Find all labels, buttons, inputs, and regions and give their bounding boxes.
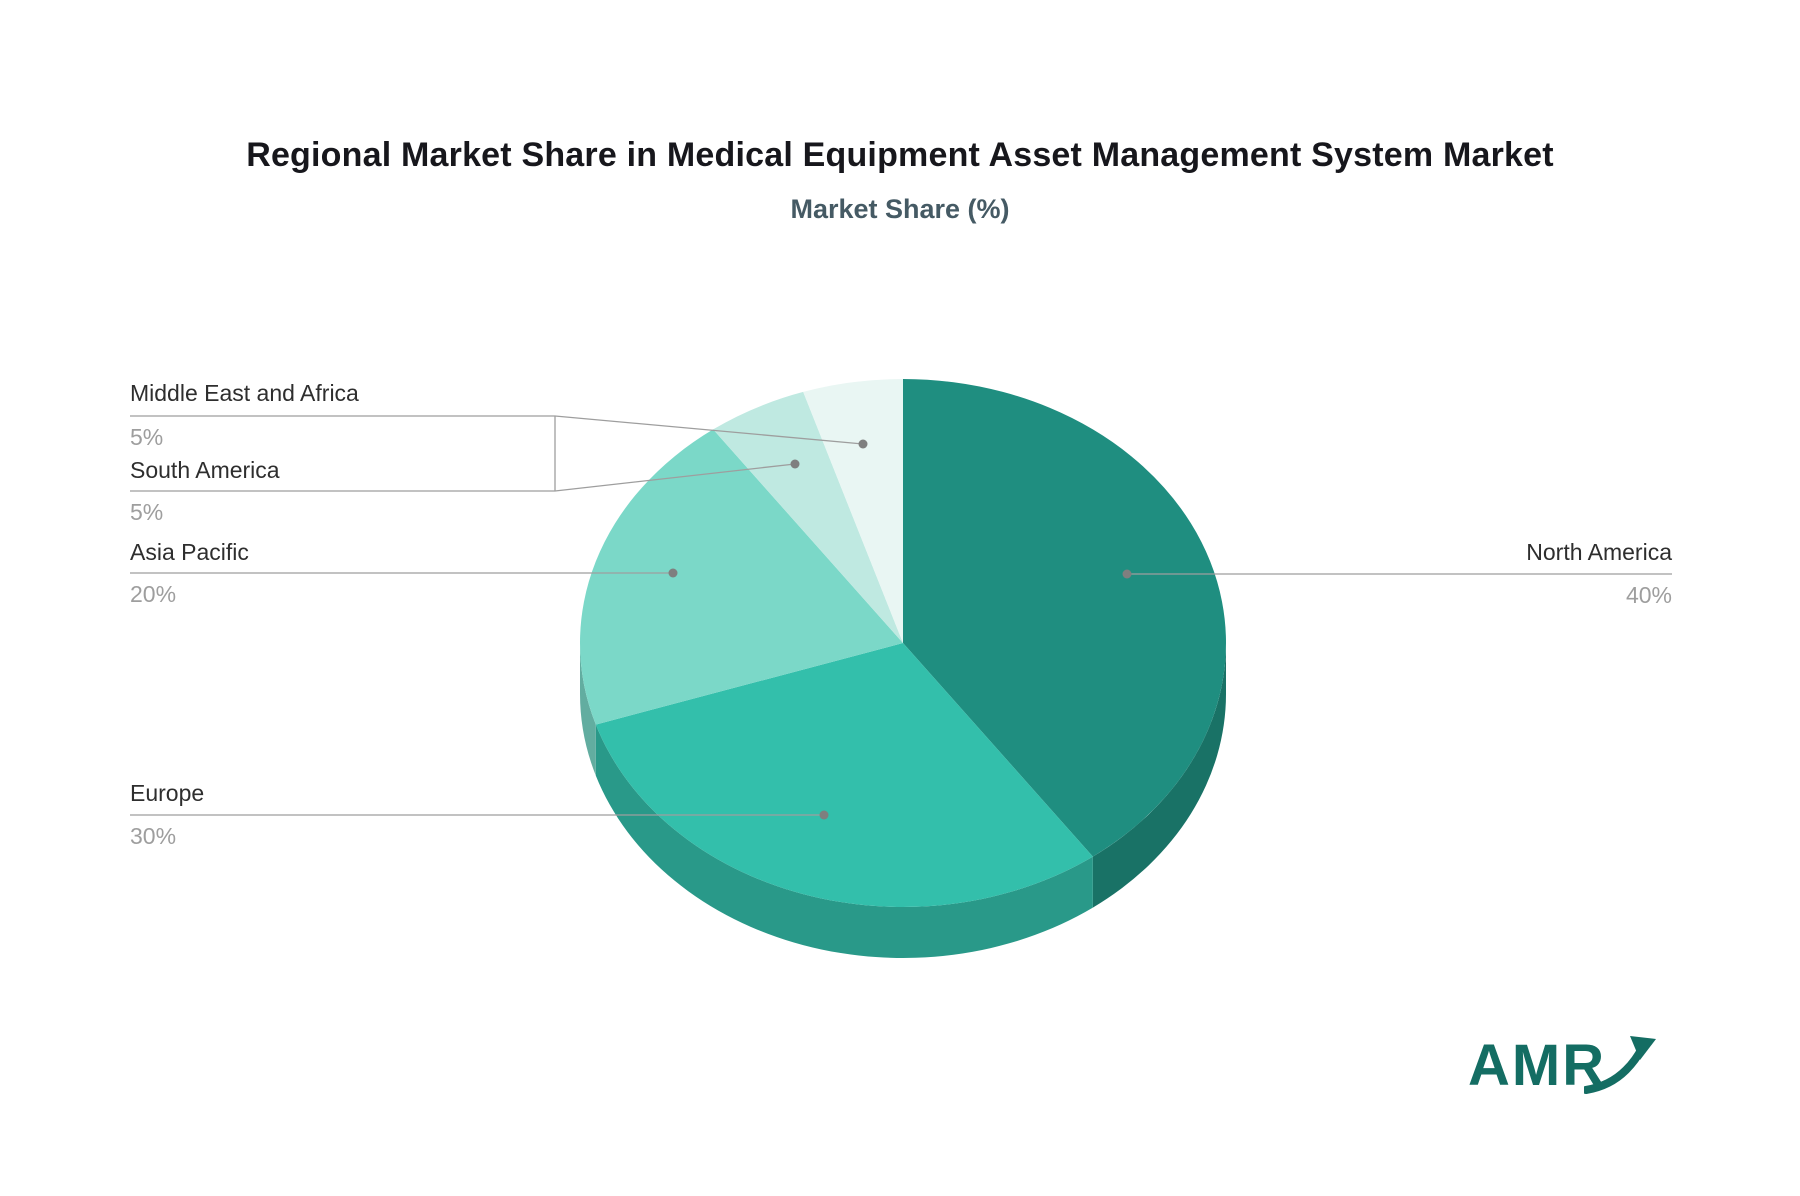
pie-slice-side-asia-pacific <box>580 643 596 776</box>
slice-value-europe: 30% <box>130 823 177 849</box>
slice-value-north-america: 40% <box>1625 582 1672 608</box>
leader-dot-north-america <box>1122 569 1132 579</box>
pie-slice-side-north-america <box>1092 643 1226 908</box>
leader-dot-south-america <box>790 459 800 469</box>
slice-label-middle-east-and-africa: Middle East and Africa <box>130 380 359 406</box>
slice-value-middle-east-and-africa: 5% <box>130 424 164 450</box>
pie-slice-side-europe <box>595 724 1093 958</box>
amr-logo-arrow-icon <box>1584 1036 1656 1094</box>
slice-label-europe: Europe <box>130 780 205 806</box>
amr-logo-text: AMR <box>1468 1033 1607 1098</box>
chart-subtitle: Market Share (%) <box>790 194 1010 224</box>
leader-dot-middle-east-and-africa <box>858 439 868 449</box>
slice-value-south-america: 5% <box>130 499 164 525</box>
pie-slice-middle-east-and-africa <box>803 379 903 643</box>
slice-label-south-america: South America <box>130 457 280 483</box>
slice-value-asia-pacific: 20% <box>130 581 177 607</box>
pie-slice-south-america <box>713 391 903 643</box>
leader-dot-europe <box>819 810 829 820</box>
pie-slice-north-america <box>903 379 1226 857</box>
chart-title: Regional Market Share in Medical Equipme… <box>246 136 1554 174</box>
amr-logo: AMR <box>1468 1032 1698 1122</box>
pie-slice-europe <box>595 643 1093 907</box>
slice-label-asia-pacific: Asia Pacific <box>130 539 249 565</box>
pie-slice-asia-pacific <box>580 429 903 725</box>
slice-label-north-america: North America <box>1526 539 1672 565</box>
leader-dot-asia-pacific <box>668 568 678 578</box>
